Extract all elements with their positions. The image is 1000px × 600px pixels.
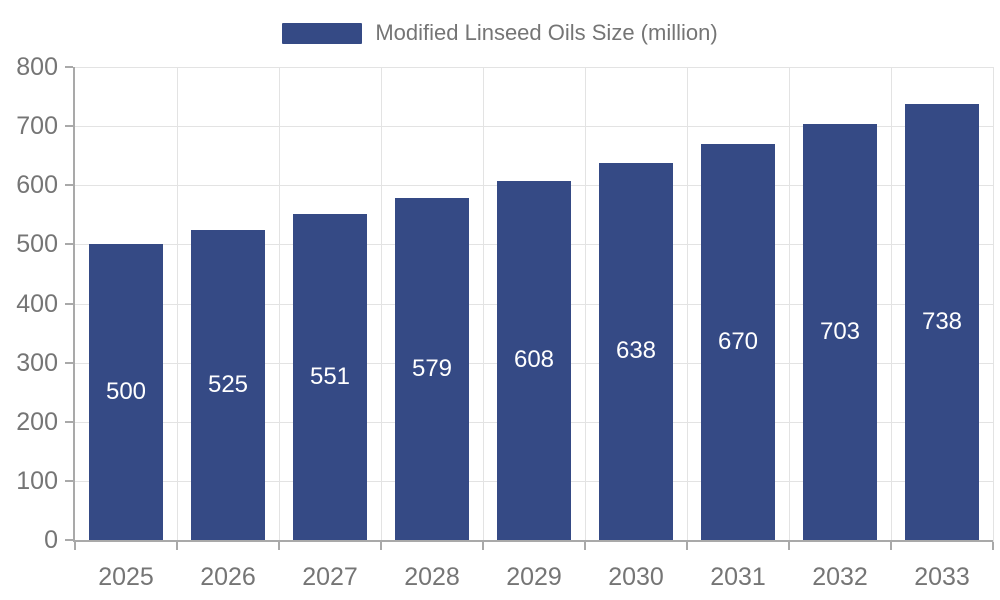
y-tick-label: 200 [16, 407, 58, 436]
bar-value-label: 638 [615, 337, 657, 365]
y-tick-label: 700 [16, 112, 58, 141]
legend-swatch [282, 22, 363, 44]
x-tick [278, 542, 280, 550]
bar-value-label: 500 [105, 378, 147, 406]
y-tick-label: 100 [16, 466, 58, 495]
bar-2028: 579 [395, 197, 469, 540]
h-gridline [75, 67, 993, 68]
y-tick [65, 125, 73, 128]
right-spine [993, 67, 994, 542]
v-gridline [891, 67, 892, 540]
y-tick [65, 479, 73, 482]
h-gridline [75, 126, 993, 128]
bar-value-label: 551 [309, 363, 351, 391]
x-tick-label: 2027 [302, 563, 358, 591]
y-tick [65, 302, 73, 305]
y-tick [65, 539, 73, 541]
x-tick-label: 2028 [404, 563, 460, 591]
x-tick-label: 2025 [98, 563, 154, 591]
bar-2033: 738 [905, 103, 979, 540]
bar-2032: 703 [803, 124, 877, 540]
x-tick-label: 2029 [506, 563, 562, 591]
v-gridline [789, 67, 790, 540]
x-tick-label: 2032 [812, 563, 868, 591]
y-tick [65, 243, 73, 246]
y-tick-label: 400 [16, 289, 58, 318]
bar-2031: 670 [701, 143, 775, 540]
bar-value-label: 703 [819, 318, 861, 346]
v-gridline [279, 67, 280, 540]
x-tick-label: 2030 [608, 563, 664, 591]
y-tick [65, 184, 73, 187]
legend[interactable]: Modified Linseed Oils Size (million) [0, 20, 1000, 46]
x-tick [788, 542, 790, 550]
y-tick-label: 300 [16, 348, 58, 377]
x-tick [380, 542, 382, 550]
bar-2025: 500 [89, 244, 163, 540]
v-gridline [585, 67, 586, 540]
x-tick [74, 542, 76, 550]
x-tick [686, 542, 688, 550]
v-gridline [687, 67, 688, 540]
x-tick-label: 2031 [710, 563, 766, 591]
x-tick [584, 542, 586, 550]
v-gridline [483, 67, 484, 540]
bar-2027: 551 [293, 214, 367, 540]
y-tick-label: 500 [16, 230, 58, 259]
v-gridline [177, 67, 178, 540]
y-tick-label: 600 [16, 171, 58, 200]
x-tick [890, 542, 892, 550]
x-tick [992, 542, 994, 550]
x-tick-label: 2026 [200, 563, 256, 591]
y-axis-spine [73, 67, 75, 542]
plot-area: 0 100 200 300 400 500 600 700 800 500 2025 525 2026 5… [16, 53, 994, 591]
y-tick-label: 0 [44, 526, 58, 554]
bar-2026: 525 [191, 229, 265, 540]
bar-2029: 608 [497, 180, 571, 540]
bar-value-label: 579 [411, 354, 453, 382]
bar-value-label: 738 [921, 307, 963, 335]
y-tick [65, 420, 73, 423]
legend-label: Modified Linseed Oils Size (million) [375, 20, 718, 45]
x-tick [482, 542, 484, 550]
y-tick [65, 66, 73, 68]
bar-value-label: 670 [717, 327, 759, 355]
bar-2030: 638 [599, 162, 673, 540]
x-axis-spine [73, 540, 993, 542]
x-tick-label: 2033 [914, 563, 970, 591]
bar-value-label: 525 [207, 370, 249, 398]
y-tick [65, 361, 73, 364]
bar-value-label: 608 [513, 346, 555, 374]
x-tick [176, 542, 178, 550]
v-gridline [381, 67, 382, 540]
y-tick-label: 800 [16, 53, 58, 81]
